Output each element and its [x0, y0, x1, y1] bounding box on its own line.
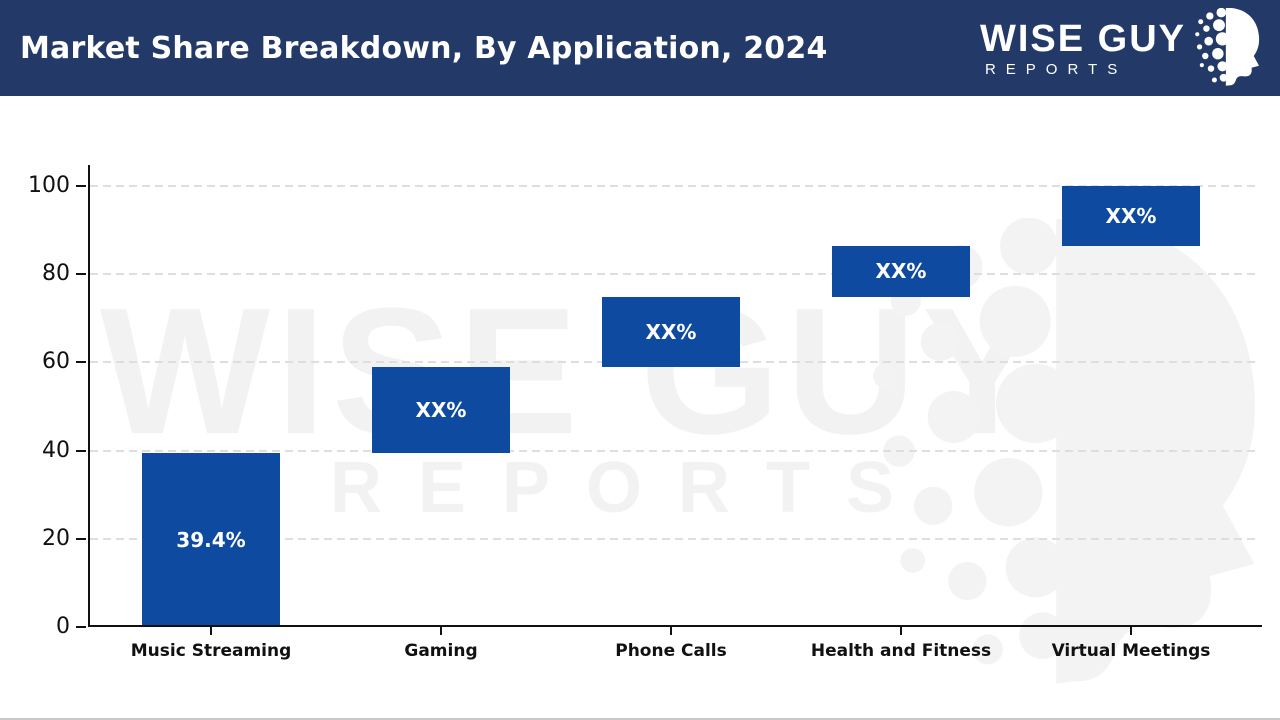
logo-text-block: WISE GUY REPORTS: [980, 20, 1186, 77]
chart-canvas: WISE GUY REPORTS 0 20 40 60 80 100 Music Strea…: [0, 96, 1280, 718]
watermark-reports-text: REPORTS: [330, 448, 931, 528]
x-tick-label-music-streaming: Music Streaming: [130, 641, 292, 661]
gridline-20: [90, 537, 1260, 540]
y-tick-label-60: 60: [42, 349, 70, 375]
bar-health-and-fitness: XX%: [832, 245, 970, 298]
x-tick-mark-phone-calls: [670, 627, 672, 635]
y-tick-mark-80: [76, 273, 86, 276]
bar-phone-calls: XX%: [602, 297, 740, 367]
bar-label-music-streaming: 39.4%: [176, 528, 246, 553]
x-axis-line: [88, 625, 1262, 627]
y-tick-mark-20: [76, 537, 86, 540]
bar-virtual-meetings: XX%: [1062, 186, 1200, 246]
y-tick-mark-40: [76, 449, 86, 452]
wiseguy-head-icon: [1195, 8, 1260, 86]
y-tick-label-80: 80: [42, 261, 70, 287]
y-tick-label-40: 40: [42, 437, 70, 463]
bar-gaming: XX%: [372, 366, 510, 454]
logo-reports-text: REPORTS: [984, 60, 1128, 78]
x-tick-mark-virtual-meetings: [1130, 627, 1132, 635]
x-tick-label-phone-calls: Phone Calls: [615, 641, 727, 661]
bar-label-phone-calls: XX%: [645, 319, 697, 344]
bar-music-streaming: 39.4%: [142, 453, 280, 627]
plot-area: 0 20 40 60 80 100 Music Streaming Gaming Phone C…: [28, 165, 1262, 661]
x-tick-label-gaming: Gaming: [404, 641, 478, 661]
y-axis-line: [88, 165, 90, 627]
y-tick-label-20: 20: [42, 525, 70, 551]
y-tick-label-0: 0: [56, 614, 70, 639]
x-tick-mark-music-streaming: [210, 627, 212, 635]
wiseguy-logo: WISE GUY REPORTS: [980, 8, 1262, 88]
y-tick-mark-60: [76, 361, 86, 364]
bar-label-health-and-fitness: XX%: [875, 259, 927, 284]
gridline-100: [90, 185, 1260, 187]
gridline-80: [90, 273, 1260, 276]
x-tick-label-virtual-meetings: Virtual Meetings: [1051, 641, 1211, 661]
header-bar: Market Share Breakdown, By Application, …: [0, 0, 1280, 96]
logo-wiseguy-text: WISE GUY: [979, 17, 1186, 60]
x-tick-mark-health-and-fitness: [900, 627, 902, 635]
y-tick-label-100: 100: [28, 173, 70, 198]
x-tick-label-health-and-fitness: Health and Fitness: [810, 641, 992, 661]
page-title: Market Share Breakdown, By Application, …: [20, 30, 828, 66]
gridline-40: [90, 449, 1260, 452]
bottom-edge-line: [0, 718, 1280, 720]
bar-label-gaming: XX%: [415, 398, 467, 422]
y-tick-mark-0: [76, 626, 86, 628]
x-tick-mark-gaming: [440, 627, 442, 635]
y-tick-mark-100: [76, 185, 86, 187]
bar-label-virtual-meetings: XX%: [1105, 203, 1157, 228]
